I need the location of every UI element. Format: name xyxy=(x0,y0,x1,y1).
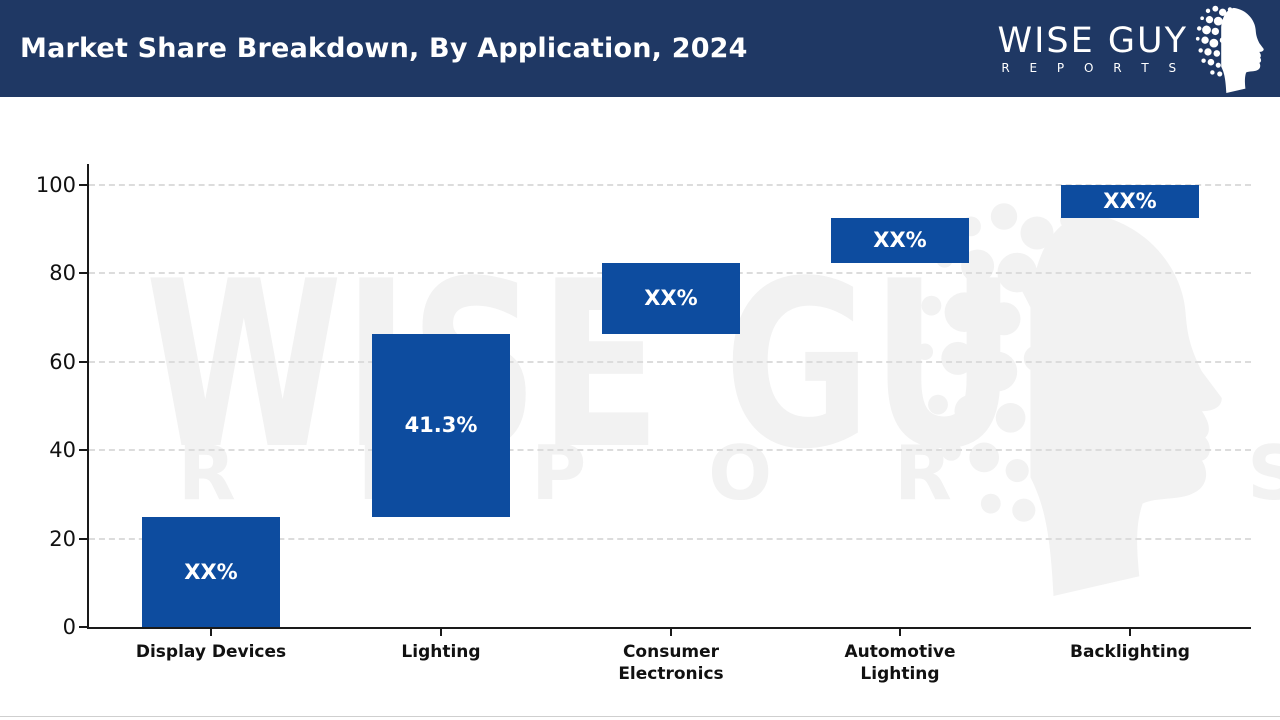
y-tick-label-80: 80 xyxy=(49,261,76,285)
x-label-line: Lighting xyxy=(401,642,481,662)
logo-face-icon xyxy=(1195,5,1264,93)
x-label-line: Electronics xyxy=(618,664,724,685)
logo-subtext: R E P O R T S xyxy=(1001,60,1185,75)
bar-consumer-electronics: XX% xyxy=(602,262,740,335)
wise-guy-reports-logo: WISE GUY R E P O R T S xyxy=(997,5,1270,93)
x-tick-consumer-electronics xyxy=(670,629,672,636)
bar-display-devices: XX% xyxy=(142,516,280,627)
x-tick-display-devices xyxy=(210,629,212,636)
bar-value-label: XX% xyxy=(184,559,238,584)
bar-automotive-lighting: XX% xyxy=(831,218,969,263)
y-tick-40 xyxy=(79,449,87,451)
y-tick-label-20: 20 xyxy=(49,526,76,551)
bar-backlighting: XX% xyxy=(1061,184,1199,219)
y-tick-20 xyxy=(79,537,87,540)
x-label-automotive-lighting: Automotive Lighting xyxy=(790,641,1010,686)
y-tick-label-0: 0 xyxy=(62,615,76,639)
x-tick-backlighting xyxy=(1129,629,1131,636)
gridline-40 xyxy=(89,449,1251,451)
logo-wordmark: WISE GUY xyxy=(997,20,1188,61)
y-tick-label-60: 60 xyxy=(49,349,76,374)
bar-value-label: 41.3% xyxy=(404,413,478,438)
header-bar: Market Share Breakdown, By Application, … xyxy=(0,0,1280,97)
x-label-line: Lighting xyxy=(860,664,940,685)
x-label-line: Automotive xyxy=(844,642,956,662)
x-label-backlighting: Backlighting xyxy=(1020,641,1240,663)
x-tick-automotive-lighting xyxy=(899,629,901,636)
x-label-lighting: Lighting xyxy=(331,641,551,663)
gridline-60 xyxy=(89,360,1251,363)
y-tick-0 xyxy=(79,626,87,628)
logo-text: WISE GUY R E P O R T S xyxy=(997,20,1188,75)
bar-value-label: XX% xyxy=(873,228,927,253)
y-tick-label-100: 100 xyxy=(35,172,76,197)
x-label-consumer-electronics: Consumer Electronics xyxy=(561,641,781,686)
x-tick-lighting xyxy=(440,629,442,636)
x-axis-line xyxy=(87,627,1251,629)
x-label-line: Backlighting xyxy=(1070,642,1190,662)
x-label-line: Display Devices xyxy=(135,642,287,662)
bar-value-label: XX% xyxy=(1103,189,1157,214)
bar-value-label: XX% xyxy=(644,286,698,311)
x-label-display-devices: Display Devices xyxy=(101,641,321,663)
gridline-20 xyxy=(89,537,1251,540)
y-axis-line xyxy=(87,164,89,629)
gridline-100 xyxy=(89,183,1251,186)
bottom-divider xyxy=(0,716,1280,717)
x-label-line: Consumer xyxy=(622,642,720,662)
y-tick-100 xyxy=(79,183,87,186)
bar-lighting: 41.3% xyxy=(372,334,510,517)
y-tick-label-40: 40 xyxy=(49,438,76,462)
chart-title: Market Share Breakdown, By Application, … xyxy=(20,33,748,64)
y-tick-80 xyxy=(79,272,87,274)
y-tick-60 xyxy=(79,360,87,363)
